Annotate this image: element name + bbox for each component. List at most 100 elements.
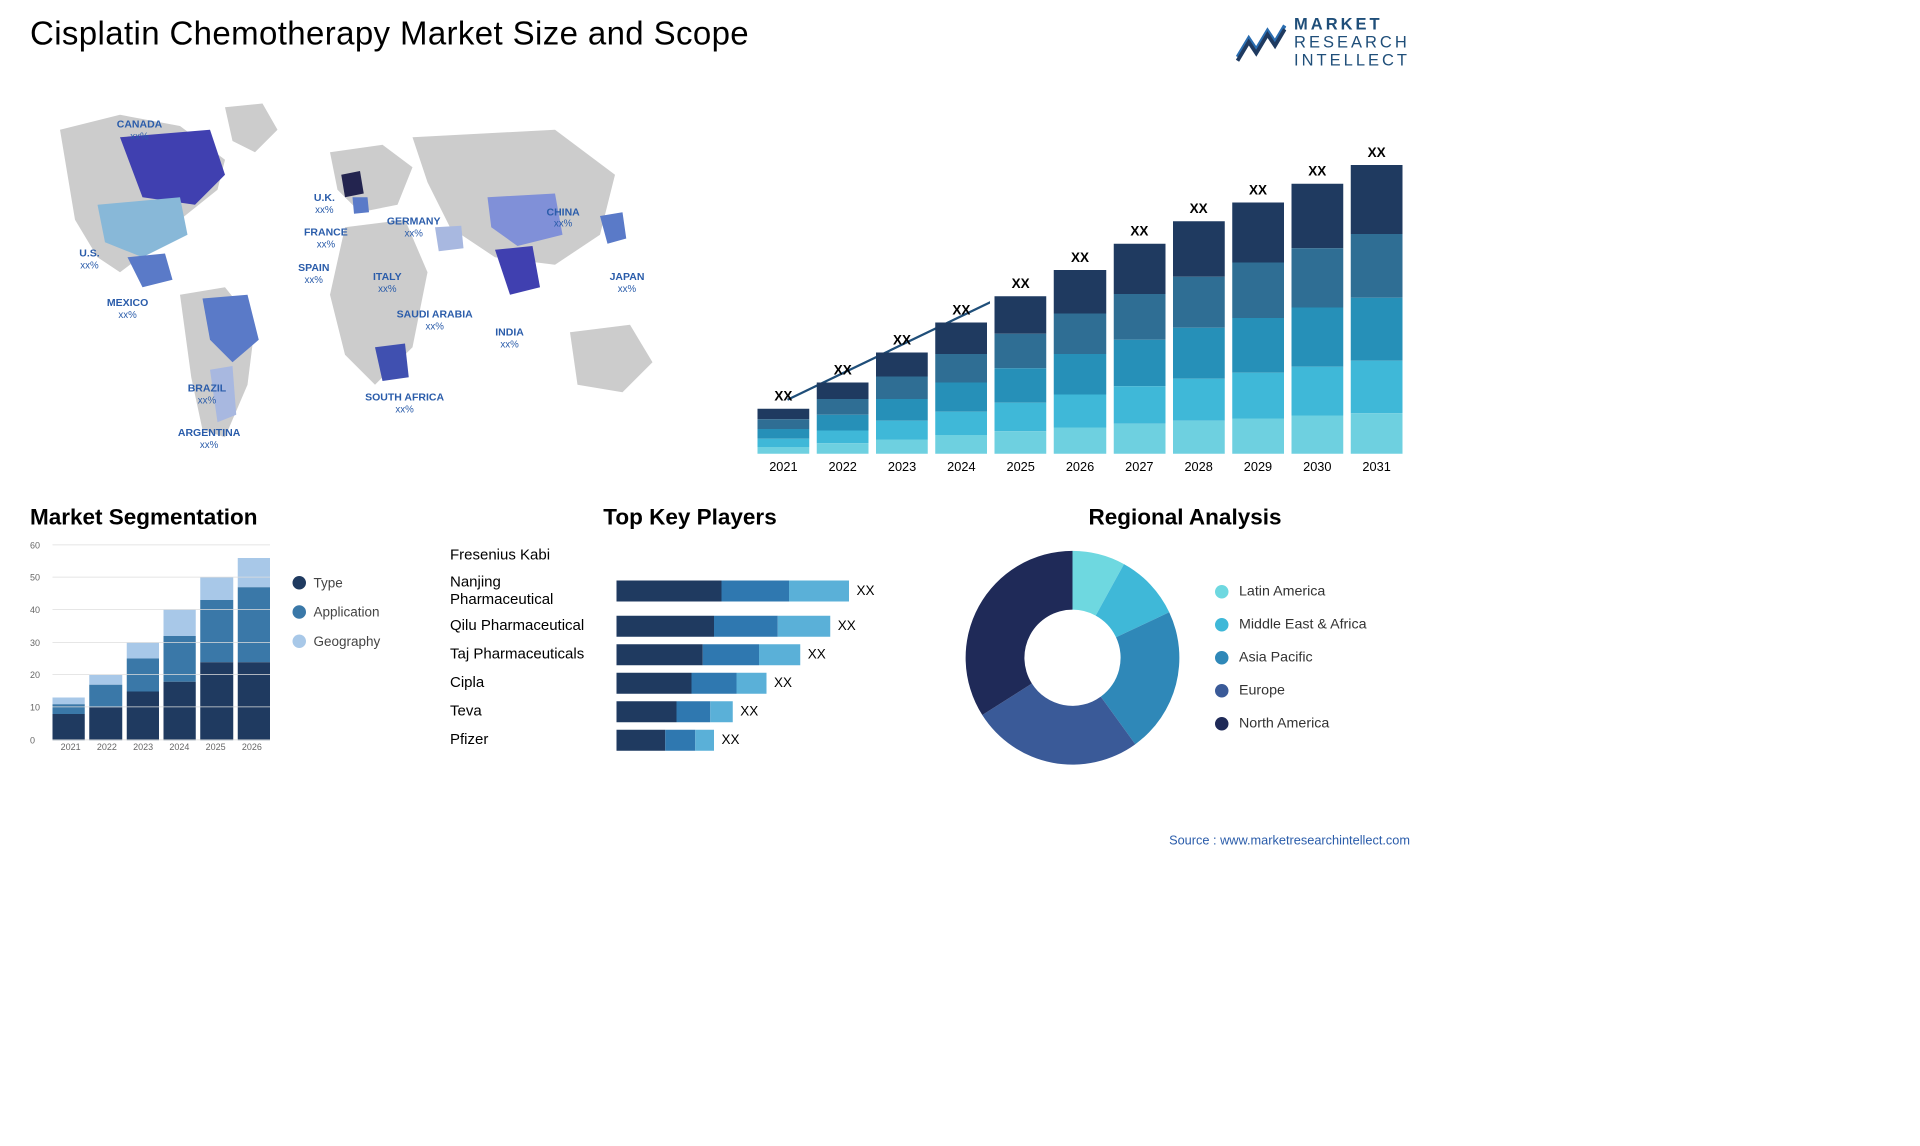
segmentation-section: Market Segmentation 0102030405060 202120… [30, 504, 420, 770]
seg-ytick: 50 [30, 572, 40, 583]
growth-bar [1173, 221, 1225, 454]
seg-xlabel: 2025 [197, 741, 233, 762]
map-label-italy: ITALYxx% [373, 270, 402, 294]
key-bar [617, 729, 715, 750]
key-label: Nanjing Pharmaceutical [450, 573, 608, 608]
key-label: Taj Pharmaceuticals [450, 646, 608, 663]
growth-col-2028: XX 2028 [1173, 201, 1225, 475]
growth-chart: XX2021XX2022XX2023XX2024XX2025XX2026XX20… [750, 84, 1410, 474]
region-legend-item: Latin America [1215, 583, 1367, 600]
growth-value: XX [893, 332, 911, 348]
key-label: Fresenius Kabi [450, 547, 608, 564]
key-row-nanjing-pharmaceutical: Nanjing PharmaceuticalXX [450, 573, 930, 608]
map-label-japan: JAPANxx% [610, 270, 645, 294]
growth-year-label: 2023 [888, 459, 916, 474]
world-map: CANADAxx%U.S.xx%MEXICOxx%BRAZILxx%ARGENT… [30, 84, 720, 474]
map-label-china: CHINAxx% [547, 205, 580, 229]
growth-value: XX [1190, 201, 1208, 217]
growth-col-2025: XX2025 [995, 276, 1047, 475]
growth-col-2021: XX 2021 [758, 388, 810, 474]
seg-ytick: 10 [30, 702, 40, 713]
segmentation-title: Market Segmentation [30, 504, 420, 530]
page-title: Cisplatin Chemotherapy Market Size and S… [30, 15, 749, 53]
growth-col-2026: XX 2026 [1054, 249, 1106, 474]
key-value: XX [740, 704, 758, 720]
key-row-pfizer: PfizerXX [450, 729, 930, 750]
key-value: XX [722, 732, 740, 748]
seg-xlabel: 2026 [234, 741, 270, 762]
growth-year-label: 2030 [1303, 459, 1331, 474]
seg-xlabel: 2023 [125, 741, 161, 762]
key-value: XX [774, 675, 792, 691]
growth-bar [758, 408, 810, 453]
map-label-france: FRANCExx% [304, 226, 348, 250]
growth-value: XX [774, 388, 792, 404]
map-label-u.k.: U.K.xx% [314, 191, 335, 215]
key-bar [617, 701, 733, 722]
key-row-qilu-pharmaceutical: Qilu PharmaceuticalXX [450, 615, 930, 636]
growth-bar [995, 296, 1047, 454]
growth-col-2027: XX 2027 [1113, 223, 1165, 474]
key-players-title: Top Key Players [450, 504, 930, 530]
growth-bar [935, 322, 987, 453]
key-row-teva: TevaXX [450, 701, 930, 722]
growth-col-2029: XX 2029 [1232, 182, 1284, 475]
source-text: Source : www.marketresearchintellect.com [1169, 833, 1410, 848]
growth-bar [1291, 183, 1343, 453]
key-bar [617, 644, 801, 665]
regional-legend: Latin AmericaMiddle East & AfricaAsia Pa… [1215, 583, 1367, 732]
growth-value: XX [1308, 163, 1326, 179]
growth-col-2022: XX 2022 [817, 362, 869, 475]
key-value: XX [808, 647, 826, 663]
map-label-canada: CANADAxx% [117, 118, 163, 142]
growth-year-label: 2022 [829, 459, 857, 474]
key-bar [617, 580, 850, 601]
seg-legend-item: Type [293, 575, 381, 591]
regional-donut [960, 545, 1185, 770]
seg-col-2025 [200, 577, 232, 739]
regional-section: Regional Analysis Latin AmericaMiddle Ea… [960, 504, 1410, 770]
map-label-saudi-arabia: SAUDI ARABIAxx% [397, 307, 473, 331]
regional-title: Regional Analysis [960, 504, 1410, 530]
seg-ytick: 20 [30, 670, 40, 681]
growth-year-label: 2026 [1066, 459, 1094, 474]
region-legend-item: North America [1215, 715, 1367, 732]
growth-value: XX [1249, 182, 1267, 198]
growth-year-label: 2024 [947, 459, 975, 474]
map-label-argentina: ARGENTINAxx% [178, 426, 240, 450]
key-bar [617, 672, 767, 693]
key-row-cipla: Cipla XX [450, 672, 930, 693]
growth-value: XX [1130, 223, 1148, 239]
seg-col-2023 [126, 642, 158, 739]
key-row-fresenius-kabi: Fresenius Kabi [450, 545, 930, 566]
growth-value: XX [1071, 249, 1089, 265]
seg-legend-item: Geography [293, 633, 381, 649]
growth-year-label: 2027 [1125, 459, 1153, 474]
growth-bar [817, 382, 869, 453]
logo-text-1: MARKET [1294, 15, 1410, 33]
logo-icon [1234, 20, 1287, 65]
key-row-taj-pharmaceuticals: Taj Pharmaceuticals XX [450, 644, 930, 665]
map-label-mexico: MEXICOxx% [107, 296, 148, 320]
map-label-u.s.: U.S.xx% [79, 247, 99, 271]
growth-value: XX [1368, 144, 1386, 160]
key-bar [617, 615, 831, 636]
growth-year-label: 2028 [1184, 459, 1212, 474]
growth-year-label: 2021 [769, 459, 797, 474]
map-label-germany: GERMANYxx% [387, 214, 441, 238]
growth-year-label: 2031 [1362, 459, 1390, 474]
growth-col-2024: XX2024 [935, 302, 987, 475]
region-legend-item: Europe [1215, 682, 1367, 699]
seg-ytick: 40 [30, 605, 40, 616]
logo: MARKET RESEARCH INTELLECT [1234, 15, 1410, 69]
growth-bar [1351, 165, 1403, 454]
logo-text-2: RESEARCH [1294, 33, 1410, 51]
growth-year-label: 2029 [1244, 459, 1272, 474]
growth-col-2031: XX 2031 [1351, 144, 1403, 474]
logo-text-3: INTELLECT [1294, 51, 1410, 69]
key-value: XX [838, 618, 856, 634]
seg-col-2026 [237, 558, 269, 740]
growth-value: XX [834, 362, 852, 378]
growth-year-label: 2025 [1007, 459, 1035, 474]
key-label: Cipla [450, 674, 608, 691]
